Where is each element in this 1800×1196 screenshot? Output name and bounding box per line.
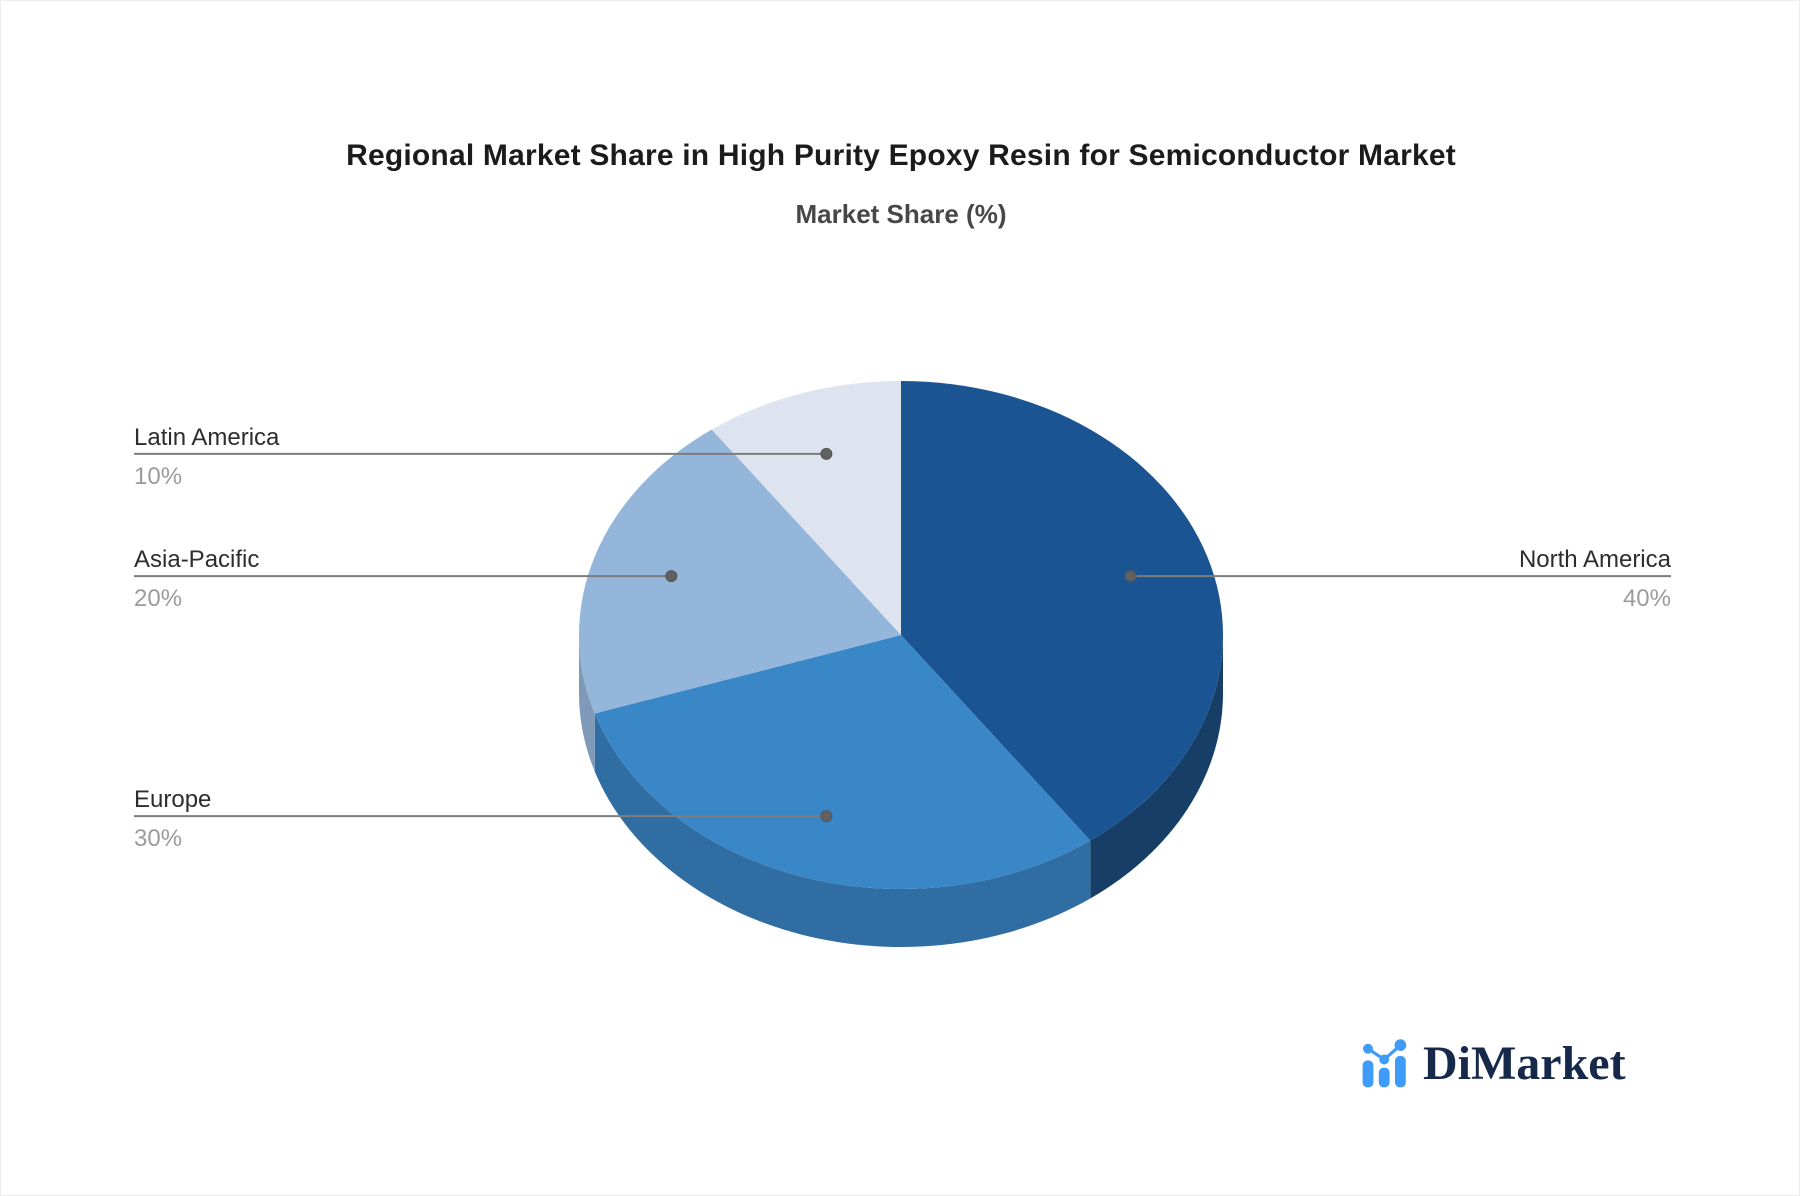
leader-dot-asia-pacific — [665, 570, 678, 583]
logo-dot — [1363, 1043, 1373, 1054]
logo-dot — [1394, 1039, 1407, 1051]
logo-bar — [1395, 1055, 1406, 1088]
slice-value-north-america: 40% — [1623, 585, 1671, 612]
slice-value-europe: 30% — [134, 825, 182, 852]
pie-slice-latin-america[interactable] — [711, 381, 901, 635]
brand-logo-text: DiMarket — [1423, 1037, 1626, 1090]
slice-label-europe: Europe — [134, 786, 211, 813]
slice-label-latin-america: Latin America — [134, 424, 280, 451]
pie-slice-north-america[interactable] — [901, 381, 1224, 841]
logo-bar — [1362, 1060, 1374, 1088]
leader-dot-north-america — [1124, 570, 1137, 583]
logo-dot — [1379, 1054, 1390, 1065]
pie-callouts: North America 40% Europe 30% Asia-Pacific 20%… — [134, 424, 1672, 852]
bar-line-chart-logo-icon — [1362, 1039, 1407, 1088]
pie-slice-side-north-america — [1090, 635, 1223, 899]
pie-top-surfaces — [578, 381, 1224, 890]
chart-subtitle: Market Share (%) — [795, 199, 1007, 229]
pie-slice-side-europe — [594, 713, 1091, 948]
slice-label-north-america: North America — [1519, 546, 1672, 573]
pie-slice-europe[interactable] — [594, 635, 1091, 890]
pie-slice-asia-pacific[interactable] — [578, 429, 901, 714]
leader-dot-europe — [820, 810, 833, 823]
brand-logo: DiMarket — [1359, 1037, 1626, 1091]
pie-3d-sides — [579, 635, 1223, 948]
leader-dot-latin-america — [820, 447, 833, 460]
slice-value-asia-pacific: 20% — [134, 585, 182, 612]
pie-slice-side-asia-pacific — [579, 635, 595, 772]
chart-title: Regional Market Share in High Purity Epo… — [346, 139, 1456, 172]
slice-label-asia-pacific: Asia-Pacific — [134, 546, 259, 573]
slice-value-latin-america: 10% — [134, 463, 182, 490]
logo-bar — [1378, 1067, 1390, 1088]
